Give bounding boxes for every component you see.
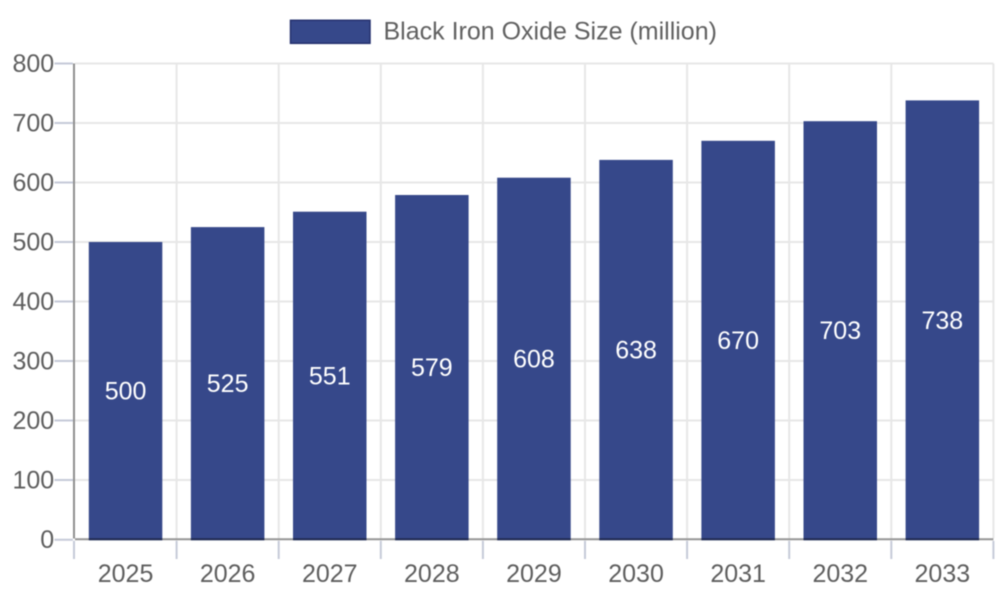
svg-text:2028: 2028 [404,560,460,588]
svg-text:500: 500 [12,228,54,256]
svg-text:2033: 2033 [915,560,971,588]
svg-text:700: 700 [12,109,54,137]
svg-text:525: 525 [207,370,249,398]
svg-text:2027: 2027 [302,560,358,588]
svg-text:Black Iron Oxide Size (million: Black Iron Oxide Size (million) [384,18,717,46]
svg-text:738: 738 [921,307,963,335]
svg-text:551: 551 [309,362,351,390]
svg-text:579: 579 [411,354,453,382]
svg-text:638: 638 [615,337,657,365]
svg-text:300: 300 [12,347,54,375]
svg-text:2025: 2025 [98,560,154,588]
svg-text:670: 670 [717,327,759,355]
svg-text:0: 0 [40,526,54,554]
svg-text:100: 100 [12,466,54,494]
svg-text:2029: 2029 [506,560,562,588]
svg-text:800: 800 [12,50,54,78]
svg-text:400: 400 [12,288,54,316]
svg-text:600: 600 [12,169,54,197]
svg-text:2031: 2031 [710,560,766,588]
svg-text:608: 608 [513,346,555,374]
svg-text:2032: 2032 [812,560,868,588]
svg-text:200: 200 [12,407,54,435]
svg-text:2030: 2030 [608,560,664,588]
svg-text:703: 703 [819,317,861,345]
svg-text:2026: 2026 [200,560,256,588]
svg-text:500: 500 [105,378,147,406]
